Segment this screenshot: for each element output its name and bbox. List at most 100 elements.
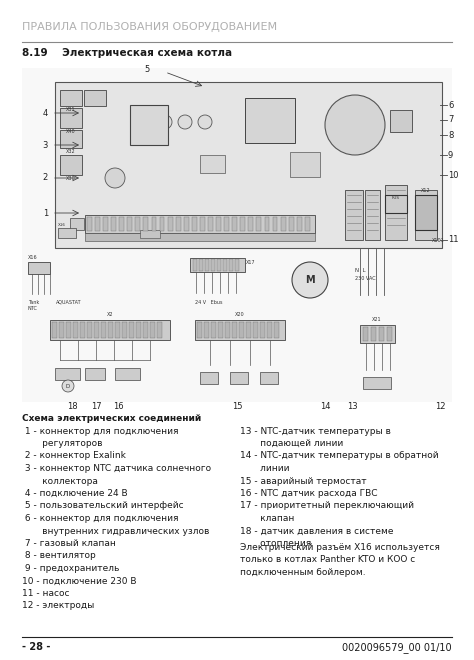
- Circle shape: [105, 168, 125, 188]
- Bar: [28, 262, 50, 274]
- Text: Tank
NTC: Tank NTC: [28, 300, 39, 311]
- Text: 2: 2: [43, 174, 48, 183]
- Text: X21: X21: [372, 317, 382, 322]
- Text: 6 - коннектор для подключения: 6 - коннектор для подключения: [22, 514, 179, 523]
- Text: 1: 1: [43, 209, 48, 218]
- Bar: [85, 233, 315, 241]
- Circle shape: [325, 95, 385, 155]
- Text: 6: 6: [448, 100, 453, 110]
- Bar: [199, 259, 203, 271]
- Bar: [390, 110, 412, 132]
- Bar: [60, 130, 82, 148]
- Bar: [289, 217, 293, 231]
- Text: AQUASTAT: AQUASTAT: [56, 300, 82, 305]
- Bar: [197, 322, 202, 338]
- Bar: [176, 217, 181, 231]
- Text: подключенным бойлером.: подключенным бойлером.: [240, 568, 365, 577]
- Bar: [260, 322, 265, 338]
- Bar: [345, 190, 363, 240]
- Text: 11: 11: [448, 236, 458, 244]
- Text: N  L: N L: [355, 268, 365, 273]
- Circle shape: [198, 115, 212, 129]
- Bar: [136, 322, 141, 338]
- Bar: [224, 217, 229, 231]
- Text: X17: X17: [246, 260, 255, 265]
- Bar: [245, 98, 295, 143]
- Text: 4 - подключение 24 В: 4 - подключение 24 В: [22, 489, 128, 498]
- Bar: [160, 217, 164, 231]
- Bar: [140, 230, 160, 238]
- Text: подающей линии: подающей линии: [240, 439, 343, 448]
- Bar: [415, 195, 437, 230]
- Text: 10 - подключение 230 В: 10 - подключение 230 В: [22, 576, 137, 585]
- Text: 13: 13: [346, 402, 357, 411]
- Text: 17: 17: [91, 402, 101, 411]
- Bar: [267, 322, 272, 338]
- Text: 15: 15: [232, 402, 242, 411]
- Circle shape: [292, 262, 328, 298]
- Bar: [385, 195, 407, 213]
- Text: 9 - предохранитель: 9 - предохранитель: [22, 564, 119, 573]
- Text: 17 - приоритетный переключающий: 17 - приоритетный переключающий: [240, 502, 414, 510]
- Text: 9: 9: [448, 150, 453, 160]
- Bar: [85, 368, 105, 380]
- Bar: [66, 322, 71, 338]
- Bar: [200, 155, 225, 173]
- Text: 14: 14: [320, 402, 330, 411]
- Bar: [80, 322, 85, 338]
- Text: 8 - вентилятор: 8 - вентилятор: [22, 552, 96, 560]
- Text: внутренних гидравлических узлов: внутренних гидравлических узлов: [22, 527, 210, 535]
- Bar: [94, 322, 99, 338]
- Bar: [152, 217, 156, 231]
- Text: X31: X31: [66, 107, 76, 112]
- Bar: [150, 322, 155, 338]
- Text: только в котлах Panther KTO и КОО с: только в котлах Panther KTO и КОО с: [240, 556, 415, 564]
- Bar: [128, 217, 132, 231]
- Bar: [111, 217, 116, 231]
- Bar: [274, 322, 279, 338]
- Text: 18 - датчик давления в системе: 18 - датчик давления в системе: [240, 527, 393, 535]
- Bar: [273, 217, 277, 231]
- Bar: [240, 217, 245, 231]
- Bar: [246, 322, 251, 338]
- Bar: [59, 322, 64, 338]
- Bar: [168, 217, 173, 231]
- Bar: [200, 217, 205, 231]
- Bar: [87, 322, 92, 338]
- Bar: [84, 90, 106, 106]
- Bar: [70, 218, 84, 230]
- Bar: [290, 152, 320, 177]
- Bar: [95, 217, 100, 231]
- Circle shape: [62, 380, 74, 392]
- Bar: [103, 217, 108, 231]
- Text: Схема электрических соединений: Схема электрических соединений: [22, 414, 201, 423]
- Bar: [119, 217, 124, 231]
- Text: X32: X32: [66, 149, 76, 154]
- Text: X101: X101: [432, 238, 445, 243]
- Bar: [200, 372, 218, 384]
- Bar: [205, 259, 209, 271]
- Text: 5: 5: [145, 65, 150, 75]
- Bar: [122, 322, 127, 338]
- Bar: [211, 322, 216, 338]
- Text: 7: 7: [448, 115, 453, 125]
- Bar: [379, 327, 384, 341]
- Bar: [260, 372, 278, 384]
- Bar: [385, 185, 407, 240]
- Bar: [52, 322, 57, 338]
- Bar: [387, 327, 392, 341]
- Bar: [136, 217, 140, 231]
- Bar: [204, 322, 209, 338]
- Bar: [365, 190, 380, 240]
- Text: 7 - газовый клапан: 7 - газовый клапан: [22, 539, 116, 548]
- Bar: [115, 322, 120, 338]
- Text: 4: 4: [43, 108, 48, 117]
- Bar: [144, 217, 148, 231]
- Text: 16 - NTC датчик расхода ГВС: 16 - NTC датчик расхода ГВС: [240, 489, 377, 498]
- Text: 0020096579_00 01/10: 0020096579_00 01/10: [342, 642, 452, 653]
- Bar: [193, 259, 197, 271]
- Text: коллектора: коллектора: [22, 477, 98, 486]
- Text: 14 - NTC-датчик температуры в обратной: 14 - NTC-датчик температуры в обратной: [240, 451, 438, 461]
- Text: FUS: FUS: [392, 196, 400, 200]
- Bar: [217, 259, 221, 271]
